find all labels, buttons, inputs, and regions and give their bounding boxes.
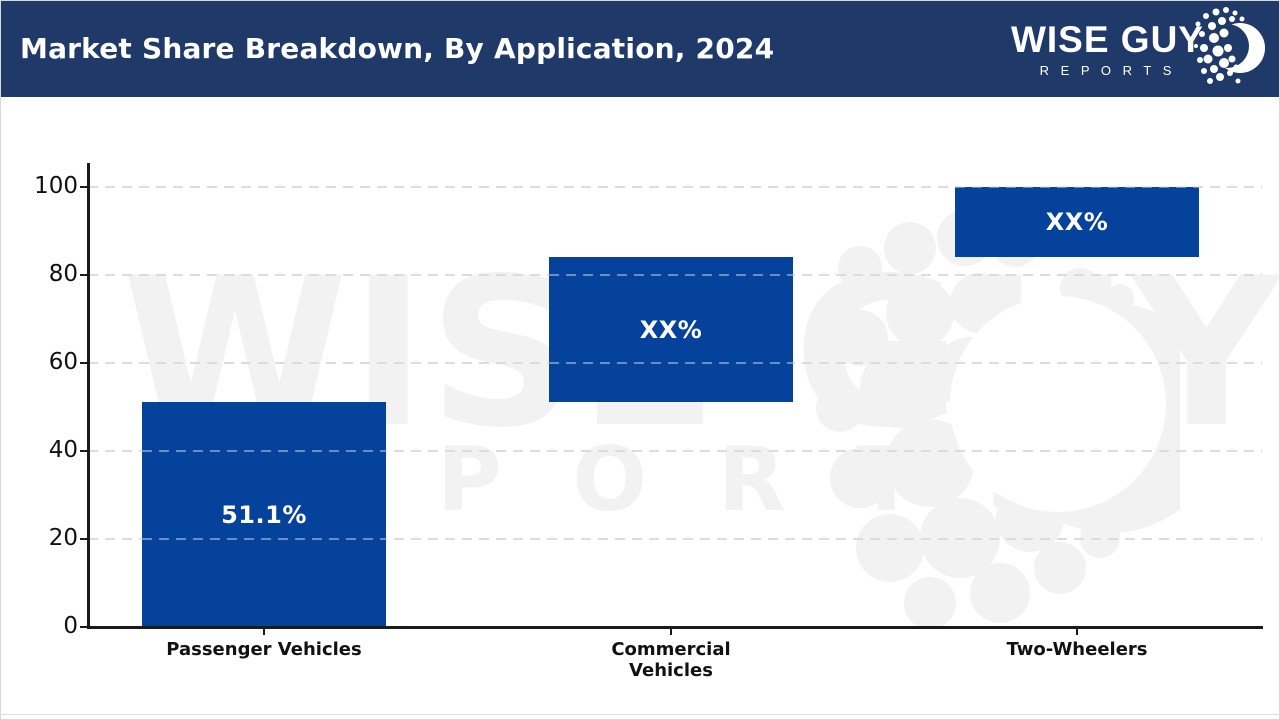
x-category-label: Commercial Vehicles: [611, 639, 731, 681]
bar: XX%: [549, 256, 793, 403]
watermark-head-dots-icon: [816, 210, 1180, 628]
y-tick-label: 100: [34, 173, 78, 199]
y-tick-mark: [80, 538, 88, 540]
logo-text: WISE GUY R E P O R T S: [1011, 21, 1204, 77]
x-tick-mark: [1076, 628, 1078, 635]
y-tick-mark: [80, 186, 88, 188]
gridline-overlay: [955, 186, 1199, 188]
x-axis-line: [87, 626, 1263, 629]
gridline: [88, 186, 1262, 188]
header: Market Share Breakdown, By Application, …: [0, 0, 1280, 97]
x-tick-mark: [670, 628, 672, 635]
gridline-overlay: [142, 450, 386, 452]
y-tick-label: 20: [48, 525, 78, 551]
bar-value-label: XX%: [639, 315, 703, 344]
bar: XX%: [955, 187, 1199, 257]
x-category-label: Two-Wheelers: [1006, 639, 1148, 660]
y-tick-label: 40: [48, 437, 78, 463]
gridline-overlay: [549, 362, 793, 364]
y-tick-label: 0: [63, 613, 78, 639]
logo-wordmark: WISE GUY: [1010, 18, 1204, 60]
bar: 51.1%: [142, 402, 386, 627]
gridline-overlay: [549, 274, 793, 276]
y-tick-mark: [80, 450, 88, 452]
page-title: Market Share Breakdown, By Application, …: [20, 32, 775, 65]
wiseguy-logo: WISE GUY R E P O R T S: [1011, 4, 1266, 94]
x-tick-mark: [263, 628, 265, 635]
bar-value-label: 51.1%: [221, 500, 307, 529]
y-tick-mark: [80, 626, 88, 628]
logo-head-dots-icon: [1194, 6, 1265, 84]
x-category-label: Passenger Vehicles: [166, 639, 362, 660]
y-axis-line: [87, 163, 90, 628]
y-tick-label: 60: [48, 349, 78, 375]
y-tick-mark: [80, 362, 88, 364]
logo-subtitle: R E P O R T S: [1039, 62, 1176, 78]
y-tick-mark: [80, 274, 88, 276]
y-tick-label: 80: [48, 261, 78, 287]
gridline: [88, 450, 1262, 452]
gridline: [88, 538, 1262, 540]
gridline-overlay: [142, 538, 386, 540]
bar-value-label: XX%: [1045, 207, 1109, 236]
footer-divider: [0, 714, 1280, 715]
